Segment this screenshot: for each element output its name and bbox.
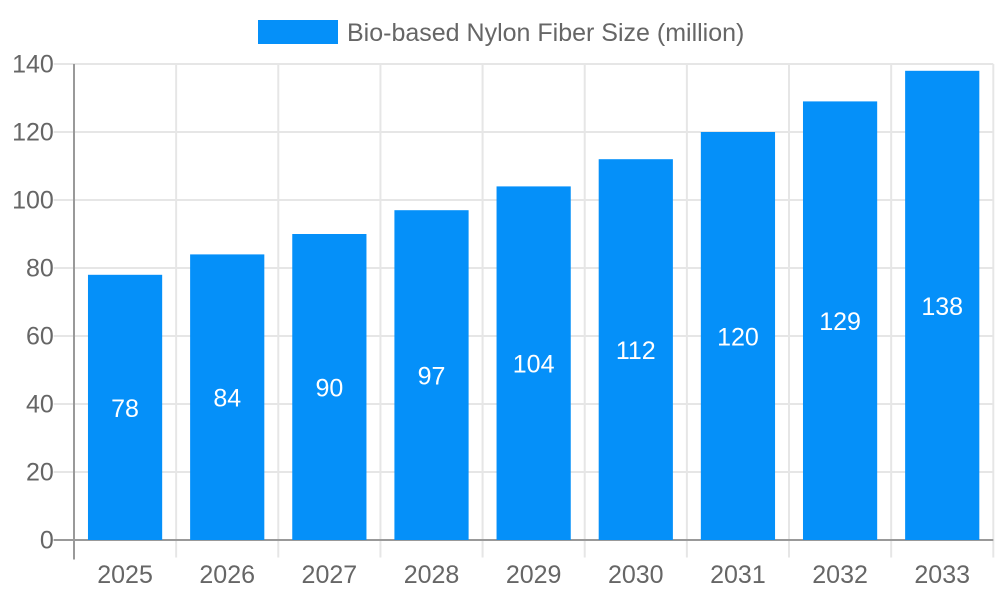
svg-text:84: 84	[213, 385, 241, 413]
svg-text:104: 104	[513, 351, 555, 379]
svg-text:120: 120	[12, 119, 54, 147]
svg-text:Bio-based Nylon Fiber Size (mi: Bio-based Nylon Fiber Size (million)	[347, 19, 744, 47]
svg-text:2025: 2025	[97, 561, 153, 589]
svg-text:2027: 2027	[302, 561, 358, 589]
svg-text:2029: 2029	[506, 561, 562, 589]
svg-text:80: 80	[26, 255, 54, 283]
svg-text:2032: 2032	[812, 561, 868, 589]
svg-text:0: 0	[40, 527, 54, 555]
svg-text:100: 100	[12, 187, 54, 215]
svg-text:20: 20	[26, 459, 54, 487]
svg-text:2031: 2031	[710, 561, 766, 589]
svg-text:2026: 2026	[199, 561, 255, 589]
svg-text:138: 138	[921, 293, 963, 321]
svg-text:40: 40	[26, 391, 54, 419]
svg-text:2033: 2033	[914, 561, 970, 589]
svg-text:2028: 2028	[404, 561, 460, 589]
svg-text:2030: 2030	[608, 561, 664, 589]
svg-text:120: 120	[717, 324, 759, 352]
svg-text:112: 112	[616, 337, 656, 365]
svg-text:78: 78	[111, 395, 139, 423]
svg-text:90: 90	[315, 375, 343, 403]
svg-text:140: 140	[12, 51, 54, 79]
svg-text:60: 60	[26, 323, 54, 351]
svg-text:129: 129	[819, 308, 861, 336]
svg-text:97: 97	[418, 363, 446, 391]
